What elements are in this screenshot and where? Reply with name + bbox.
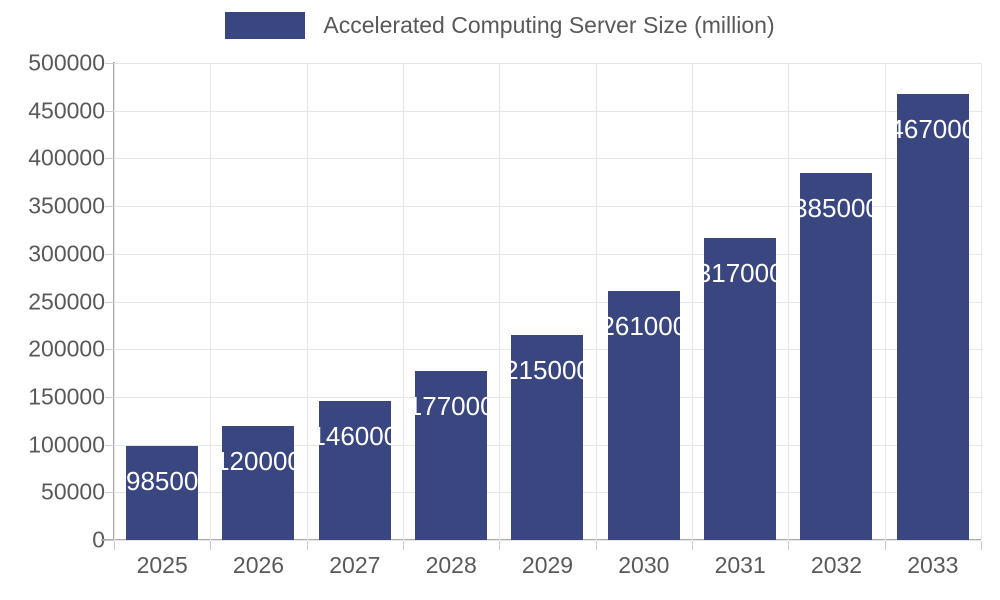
y-axis-tick-mark [105, 492, 114, 494]
bar-group: 317000 [692, 63, 788, 540]
gridline-horizontal [113, 110, 981, 112]
bar-value-label: 215000 [511, 354, 583, 385]
x-axis-labels: 2025 2026 2027 2028 2029 2030 2031 2032 2033 [114, 552, 981, 592]
gridline-vertical [692, 63, 693, 540]
x-axis-tick-label: 2025 [136, 552, 188, 578]
plot-area: 98500 120000 146000 177000 215000 261000 31700… [113, 63, 982, 541]
x-axis-tick-mark [403, 541, 404, 550]
bar-group: 261000 [596, 63, 692, 540]
y-axis-tick-label: 150000 [28, 383, 105, 410]
y-axis-tick-label: 0 [92, 526, 105, 553]
y-axis-tick-mark [105, 444, 114, 446]
y-axis-tick-label: 50000 [41, 478, 105, 505]
x-axis-tick-label: 2032 [810, 552, 863, 578]
gridline-vertical [307, 63, 308, 540]
y-axis-labels: 0 50000 100000 150000 200000 250000 300000 3500… [0, 50, 105, 553]
bar[interactable]: 385000 [800, 172, 873, 540]
gridline-horizontal [113, 540, 981, 541]
y-axis-tick-mark [105, 110, 114, 112]
x-axis-tick-label: 2027 [329, 552, 381, 578]
gridline-vertical [596, 63, 597, 540]
x-axis-tick-mark [307, 541, 308, 550]
gridline-horizontal [113, 158, 981, 160]
bar-group: 177000 [403, 63, 499, 540]
bar-group: 215000 [499, 63, 595, 540]
y-axis-tick-label: 250000 [28, 288, 105, 314]
y-axis-tick-mark [105, 158, 114, 160]
y-axis-tick-label: 450000 [28, 97, 105, 124]
x-axis-tick-label: 2026 [232, 552, 285, 578]
legend-label: Accelerated Computing Server Size (milli… [323, 12, 775, 38]
y-axis-tick-label: 500000 [28, 49, 105, 76]
x-axis-tick-label: 2031 [714, 552, 766, 578]
x-axis-tick-mark [114, 541, 115, 550]
x-axis-tick-label: 2030 [618, 552, 670, 578]
bar[interactable]: 317000 [704, 237, 777, 540]
x-axis-tick-label: 2033 [907, 552, 959, 578]
x-axis-tick-mark [499, 541, 500, 550]
y-axis-tick-mark [105, 63, 114, 64]
gridline-vertical [499, 63, 500, 540]
x-axis-tick-label: 2028 [425, 552, 477, 578]
bar[interactable]: 98500 [126, 446, 199, 540]
gridline-vertical [114, 63, 115, 540]
x-axis-tick-mark [885, 541, 886, 550]
gridline-vertical [788, 63, 789, 540]
gridline-horizontal [113, 63, 981, 64]
x-axis-tick-mark [210, 541, 211, 550]
bar-value-label: 261000 [608, 311, 680, 342]
bar-group: 120000 [210, 63, 306, 540]
bar[interactable]: 177000 [415, 371, 488, 540]
gridline-vertical [885, 63, 886, 540]
y-axis-tick-mark [105, 349, 114, 351]
bar[interactable]: 146000 [318, 400, 391, 540]
bar-group: 385000 [788, 63, 884, 540]
gridline-horizontal [113, 206, 981, 208]
bar-value-label: 177000 [415, 391, 487, 422]
y-axis-tick-mark [105, 540, 114, 541]
x-axis-tick-mark [981, 541, 982, 550]
legend-color-swatch [225, 12, 306, 39]
bar-value-label: 98500 [126, 466, 199, 497]
y-axis-tick-label: 200000 [28, 335, 105, 362]
y-axis-tick-label: 300000 [28, 240, 105, 267]
gridline-vertical [981, 63, 982, 540]
bar-value-label: 146000 [319, 420, 391, 451]
y-axis-tick-label: 100000 [28, 431, 105, 458]
y-axis-tick-mark [105, 301, 114, 303]
bar[interactable]: 120000 [222, 425, 295, 540]
bar-group: 146000 [307, 63, 403, 540]
bar-value-label: 317000 [704, 257, 776, 288]
gridline-horizontal [113, 253, 981, 255]
bar[interactable]: 215000 [511, 334, 584, 540]
y-axis-tick-mark [105, 206, 114, 208]
x-axis-tick-label: 2029 [521, 552, 574, 578]
y-axis-tick-label: 350000 [28, 192, 105, 219]
bar-value-label: 467000 [897, 114, 969, 145]
bar-value-label: 385000 [800, 192, 872, 223]
chart-legend: Accelerated Computing Server Size (milli… [0, 12, 1000, 39]
y-axis-tick-mark [105, 396, 114, 398]
bar[interactable]: 261000 [607, 291, 680, 540]
bar[interactable]: 467000 [896, 94, 969, 540]
y-axis-tick-mark [105, 253, 114, 255]
gridline-vertical [210, 63, 211, 540]
bar-group: 98500 [114, 63, 210, 540]
gridline-vertical [403, 63, 404, 540]
gridline-horizontal [113, 301, 981, 303]
x-axis-tick-mark [692, 541, 693, 550]
x-axis-tick-mark [596, 541, 597, 550]
x-axis-tick-mark [788, 541, 789, 550]
y-axis-tick-label: 400000 [28, 144, 105, 171]
bar-value-label: 120000 [222, 445, 294, 476]
bar-group: 467000 [885, 63, 981, 540]
